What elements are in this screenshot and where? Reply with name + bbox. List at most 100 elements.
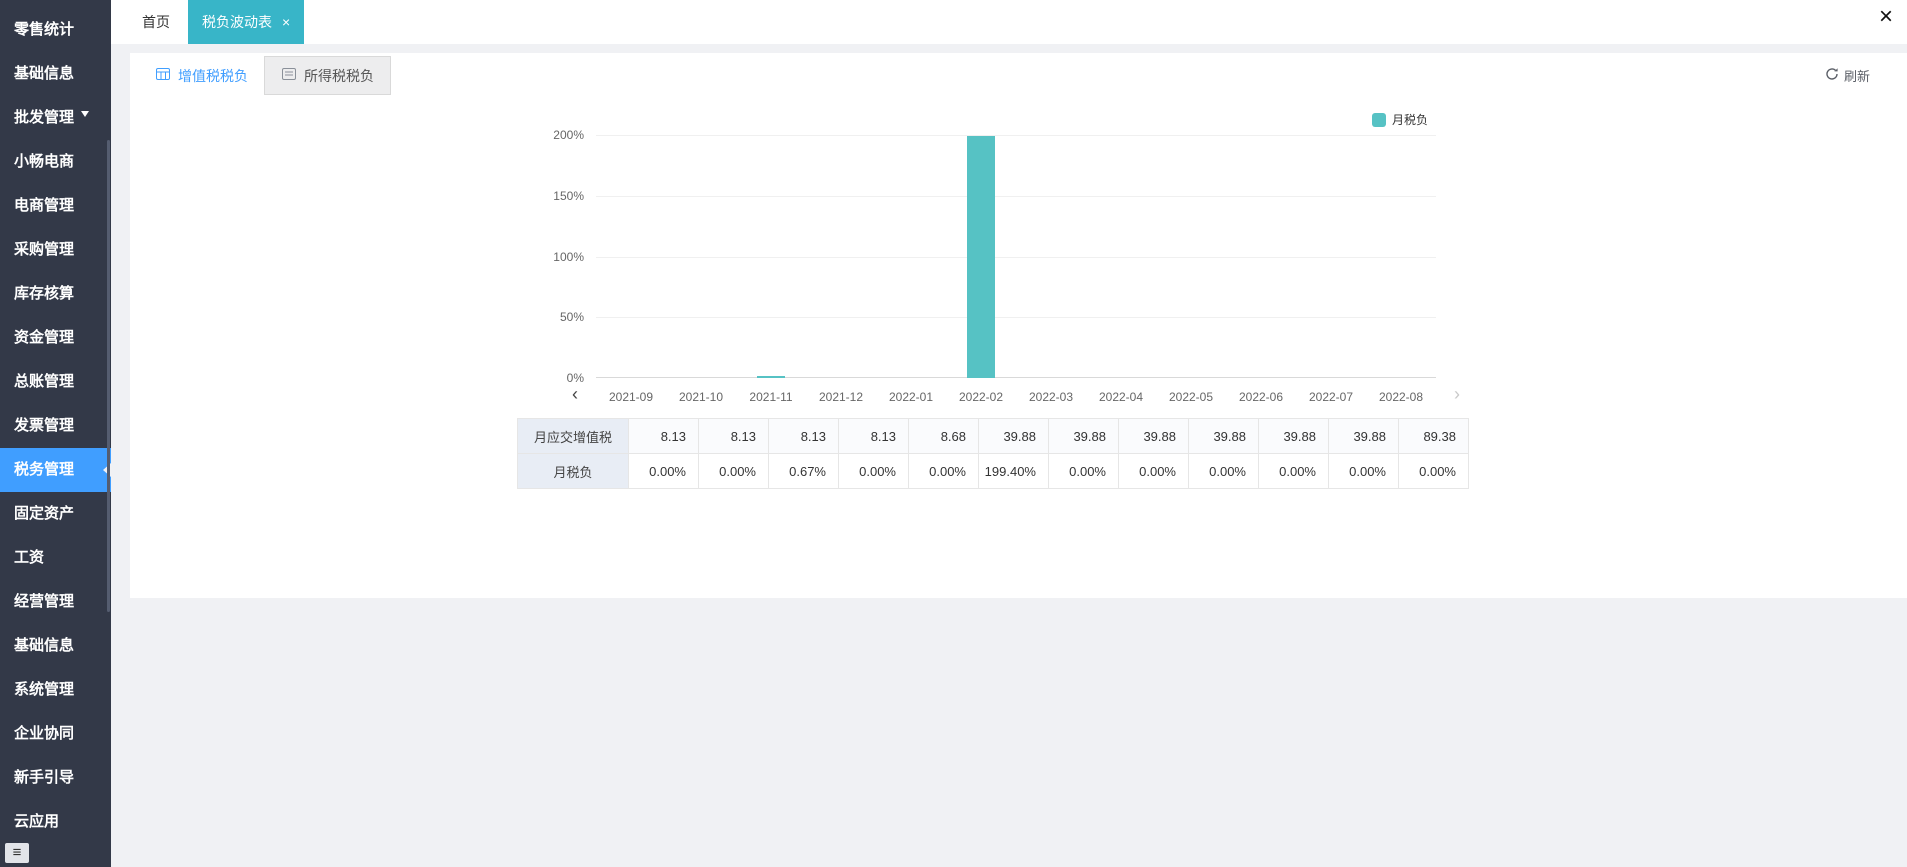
menu-icon: ≡: [12, 844, 22, 861]
sidebar-item-label: 企业协同: [14, 725, 75, 742]
sidebar-item-label: 新手引导: [14, 769, 75, 786]
tab-label: 增值税税负: [178, 67, 248, 84]
gridline: [596, 257, 1436, 258]
x-axis-label: 2022-05: [1168, 390, 1214, 404]
y-axis-label: 200%: [553, 128, 584, 142]
sidebar-item[interactable]: 固定资产: [0, 492, 111, 536]
sidebar: 零售统计 基础信息 批发管理 小畅电商 电商管理 采购管理 库存核算 资金管理 总账管理 发票管理…: [0, 0, 111, 867]
sidebar-item[interactable]: 采购管理: [0, 228, 111, 272]
sidebar-item-label: 资金管理: [14, 329, 75, 346]
table-cell: 0.00%: [909, 454, 979, 489]
sidebar-item[interactable]: 新手引导: [0, 756, 111, 800]
table-cell: 8.13: [629, 419, 699, 454]
sidebar-item[interactable]: 企业协同: [0, 712, 111, 756]
table-cell: 0.00%: [1049, 454, 1119, 489]
window-close-icon[interactable]: ×: [1878, 3, 1893, 30]
table-cell: 39.88: [1189, 419, 1259, 454]
collapse-menu-button[interactable]: ≡: [5, 843, 29, 863]
sidebar-item[interactable]: 基础信息: [0, 52, 111, 96]
sidebar-item[interactable]: 系统管理: [0, 668, 111, 712]
sidebar-item[interactable]: 云应用: [0, 800, 111, 844]
tab-income-tax-burden[interactable]: 所得税税负: [264, 56, 391, 95]
chevron-down-icon: [81, 111, 90, 121]
table-row-label: 月税负: [518, 454, 629, 489]
tab-label: 所得税税负: [304, 67, 374, 84]
table-cell: 39.88: [1049, 419, 1119, 454]
table-cell: 199.40%: [979, 454, 1049, 489]
sidebar-scrollbar-thumb[interactable]: [107, 140, 110, 612]
sidebar-item[interactable]: 电商管理: [0, 184, 111, 228]
bar[interactable]: [757, 376, 785, 378]
chevron-left-icon[interactable]: ‹: [572, 384, 578, 404]
y-axis-label: 0%: [566, 371, 584, 385]
sidebar-item-label: 零售统计: [14, 21, 75, 38]
table-cell: 39.88: [1119, 419, 1189, 454]
sidebar-item[interactable]: 零售统计: [0, 8, 111, 52]
sidebar-item[interactable]: 税务管理: [0, 448, 111, 492]
table-cell: 8.13: [839, 419, 909, 454]
table-cell: 0.00%: [1259, 454, 1329, 489]
sidebar-item[interactable]: 库存核算: [0, 272, 111, 316]
gridline: [596, 196, 1436, 197]
chevron-right-icon[interactable]: ›: [1454, 384, 1460, 404]
sidebar-item-label: 云应用: [14, 813, 60, 830]
table-cell: 0.00%: [629, 454, 699, 489]
sidebar-item-label: 库存核算: [14, 285, 75, 302]
tax-burden-chart: 月税负 0% 50% 100% 150% 200% 2021-09 2021-10 2021…: [526, 109, 1476, 439]
plot-area: [596, 135, 1436, 378]
panel-tab-row: 增值税税负 所得税税负 刷新: [130, 53, 1907, 95]
table-cell: 0.00%: [699, 454, 769, 489]
bar[interactable]: [967, 136, 995, 378]
x-axis-label: 2021-12: [818, 390, 864, 404]
sidebar-item[interactable]: 经营管理: [0, 580, 111, 624]
tax-data-table: 月应交增值税 8.13 8.13 8.13 8.13 8.68 39.88 39.88 39.8…: [517, 418, 1469, 489]
x-axis-label: 2021-11: [749, 390, 793, 404]
table-cell: 89.38: [1399, 419, 1469, 454]
x-axis-label: 2022-07: [1308, 390, 1354, 404]
refresh-button[interactable]: 刷新: [1825, 66, 1870, 85]
tab-close-icon[interactable]: ×: [282, 14, 291, 30]
sidebar-item[interactable]: 发票管理: [0, 404, 111, 448]
y-axis-label: 150%: [553, 189, 584, 203]
x-axis-label: 2021-09: [608, 390, 654, 404]
sidebar-item-label: 电商管理: [14, 197, 75, 214]
sidebar-item[interactable]: 小畅电商: [0, 140, 111, 184]
sidebar-item-label: 系统管理: [14, 681, 75, 698]
tab-tax-fluctuation-report[interactable]: 税负波动表 ×: [188, 0, 305, 44]
sidebar-item-label: 固定资产: [14, 505, 75, 522]
vat-tab-icon: [155, 66, 171, 85]
y-axis-label: 100%: [553, 250, 584, 264]
table-cell: 39.88: [1259, 419, 1329, 454]
sidebar-item[interactable]: 批发管理: [0, 96, 111, 140]
sidebar-item-label: 基础信息: [14, 637, 75, 654]
tab-vat-burden[interactable]: 增值税税负: [139, 56, 264, 95]
table-cell: 0.00%: [839, 454, 909, 489]
refresh-label: 刷新: [1843, 69, 1870, 84]
sidebar-item[interactable]: 工资: [0, 536, 111, 580]
sidebar-item[interactable]: 资金管理: [0, 316, 111, 360]
table-cell: 0.00%: [1329, 454, 1399, 489]
table-cell: 0.67%: [769, 454, 839, 489]
sidebar-item[interactable]: 总账管理: [0, 360, 111, 404]
legend-swatch: [1372, 112, 1386, 127]
table-cell: 0.00%: [1119, 454, 1189, 489]
sidebar-item-label: 小畅电商: [14, 153, 75, 170]
tab-bar: 首页 税负波动表 × ×: [111, 0, 1907, 44]
legend-label: 月税负: [1392, 113, 1429, 127]
refresh-icon: [1825, 67, 1839, 84]
tab-home[interactable]: 首页: [124, 0, 188, 44]
sidebar-item-label: 总账管理: [14, 373, 75, 390]
gridline: [596, 135, 1436, 136]
x-axis-label: 2022-06: [1238, 390, 1284, 404]
income-tab-icon: [281, 66, 297, 85]
legend-item[interactable]: 月税负: [1372, 111, 1428, 128]
x-axis: 2021-09 2021-10 2021-11 2021-12 2022-01 2022-…: [596, 390, 1436, 404]
gridline: [596, 377, 1436, 378]
sidebar-item-label: 发票管理: [14, 417, 75, 434]
workspace: 增值税税负 所得税税负 刷新 月税负 0% 50% 100% 150% 200%: [111, 44, 1907, 867]
table-cell: 0.00%: [1399, 454, 1469, 489]
table-cell: 8.13: [699, 419, 769, 454]
sidebar-item[interactable]: 基础信息: [0, 624, 111, 668]
table-cell: 8.13: [769, 419, 839, 454]
